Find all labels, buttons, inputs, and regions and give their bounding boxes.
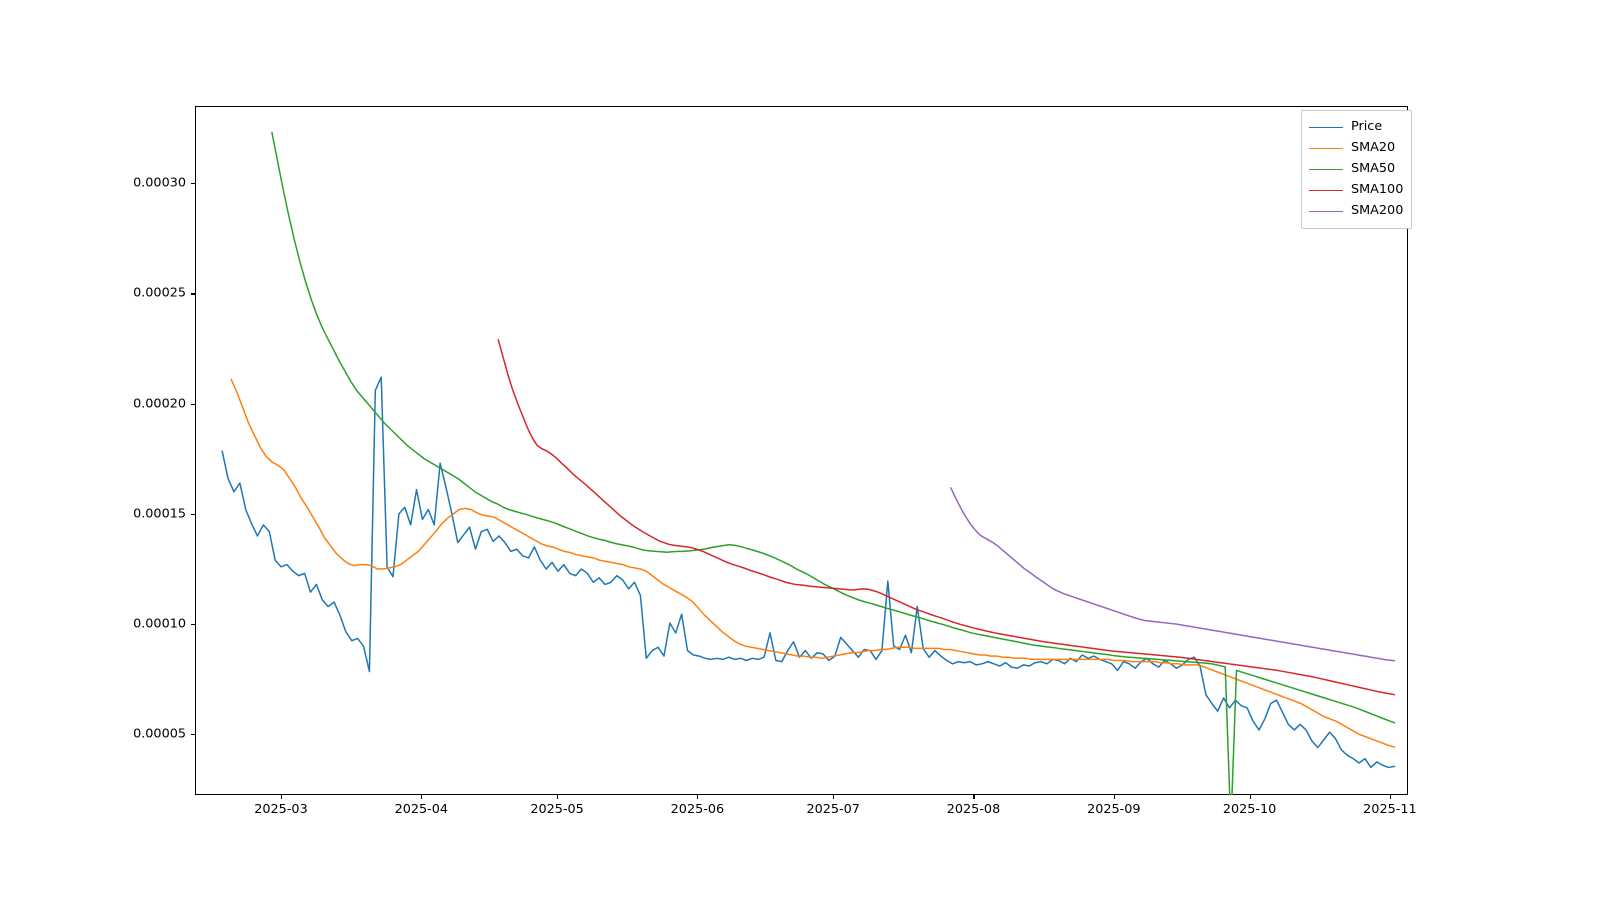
y-tick-mark [191,403,195,405]
y-tick-mark [191,513,195,515]
x-tick-mark [1113,795,1115,799]
x-tick-mark [973,795,975,799]
legend-color-swatch-sma50 [1309,169,1343,170]
legend-label: SMA100 [1351,182,1404,198]
series-line-sma20 [230,378,1396,748]
x-tick-mark [697,795,699,799]
legend-item-price[interactable]: Price [1309,117,1403,138]
x-tick-label: 2025-08 [946,802,1001,817]
x-tick-label: 2025-07 [806,802,860,817]
y-tick-label: 0.00015 [133,506,186,522]
x-tick-mark [1249,795,1251,799]
legend-item-sma20[interactable]: SMA20 [1309,138,1403,159]
x-tick-mark [1389,795,1391,799]
series-line-price [221,376,1396,769]
legend-color-swatch-sma200 [1309,211,1343,212]
legend-label: Price [1351,119,1383,135]
y-tick-mark [191,734,195,736]
legend-label: SMA20 [1351,140,1396,156]
x-tick-mark [557,795,559,799]
plot-area-frame [195,106,1408,795]
y-tick-mark [191,624,195,626]
y-tick-mark [191,293,195,295]
legend-item-sma50[interactable]: SMA50 [1309,159,1403,180]
series-line-sma100 [497,338,1396,696]
legend-color-swatch-price [1309,127,1343,128]
legend-label: SMA50 [1351,161,1396,177]
x-tick-label: 2025-06 [670,802,725,817]
x-tick-mark [833,795,835,799]
x-tick-label: 2025-11 [1363,802,1417,817]
y-tick-mark [191,183,195,185]
x-tick-label: 2025-10 [1222,802,1277,817]
y-tick-label: 0.00025 [133,285,186,301]
chart-lines-svg [221,131,1396,795]
y-tick-label: 0.00010 [133,616,186,632]
legend-item-sma100[interactable]: SMA100 [1309,180,1403,201]
legend-label: SMA200 [1351,203,1404,219]
chart-legend: Price SMA20 SMA50 SMA100 SMA200 [1301,110,1413,229]
legend-item-sma200[interactable]: SMA200 [1309,201,1403,222]
x-tick-label: 2025-04 [394,802,449,817]
y-tick-label: 0.00005 [133,726,186,742]
series-line-sma200 [950,487,1396,662]
legend-color-swatch-sma100 [1309,190,1343,191]
x-tick-label: 2025-03 [254,802,308,817]
y-tick-label: 0.00020 [133,396,186,412]
x-tick-mark [421,795,423,799]
x-tick-mark [280,795,283,799]
legend-color-swatch-sma20 [1309,148,1343,149]
x-tick-label: 2025-05 [530,802,584,817]
x-tick-label: 2025-09 [1087,802,1141,817]
y-tick-label: 0.00030 [133,175,186,191]
